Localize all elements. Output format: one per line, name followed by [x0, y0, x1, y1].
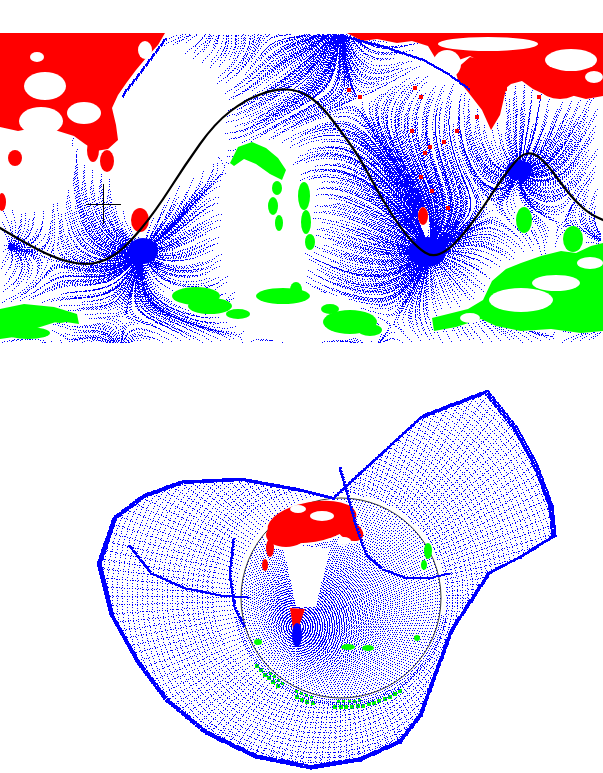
three-d-field-view-panel [0, 345, 603, 773]
synoptic-map-panel [0, 0, 603, 345]
